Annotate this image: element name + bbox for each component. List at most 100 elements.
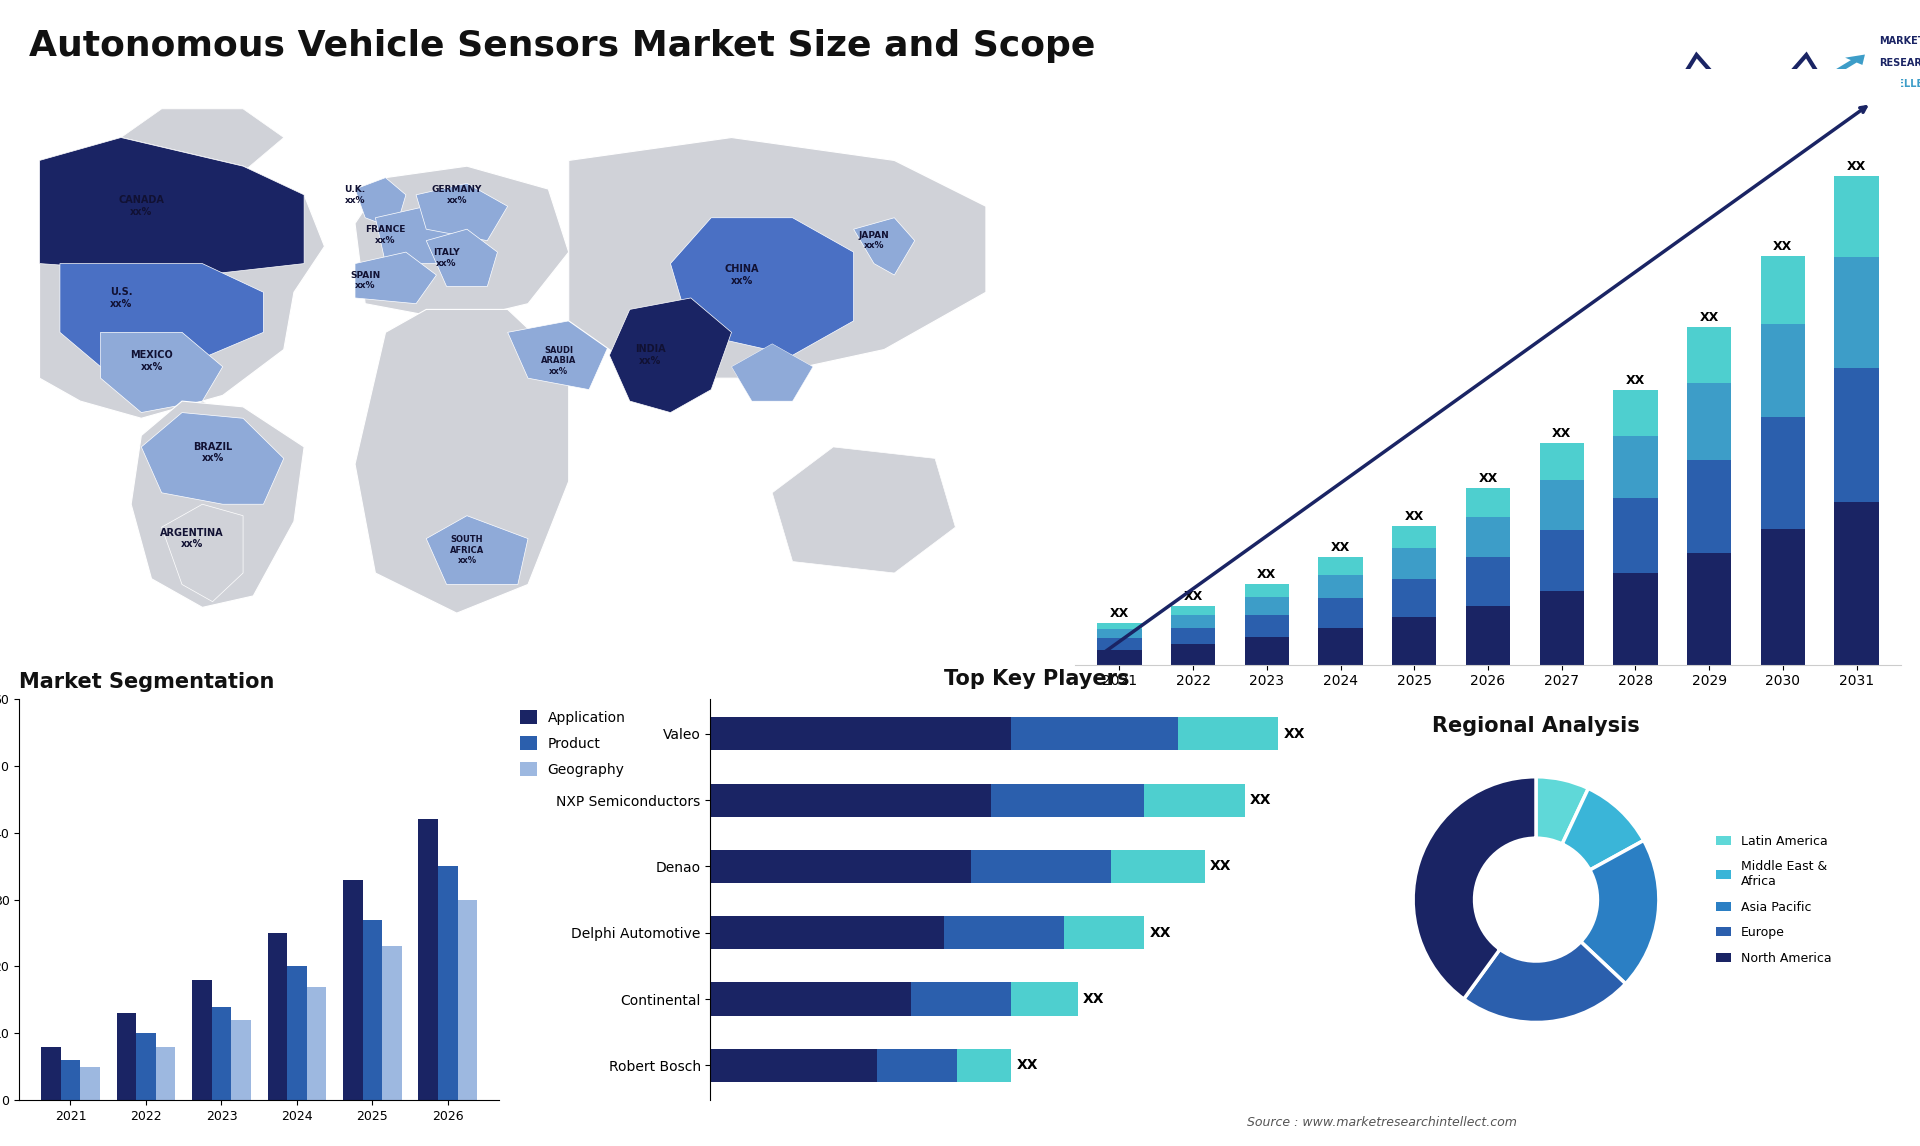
Text: XX: XX xyxy=(1478,472,1498,485)
Bar xyxy=(710,784,991,817)
Bar xyxy=(363,919,382,1100)
Bar xyxy=(1834,258,1878,368)
Polygon shape xyxy=(732,344,812,401)
Text: JAPAN
xx%: JAPAN xx% xyxy=(858,231,889,250)
Text: XX: XX xyxy=(1626,375,1645,387)
Wedge shape xyxy=(1536,777,1588,843)
Bar xyxy=(1834,502,1878,665)
Wedge shape xyxy=(1563,788,1644,870)
Text: XX: XX xyxy=(1250,793,1271,807)
Polygon shape xyxy=(568,138,987,378)
Bar xyxy=(1177,717,1279,751)
Text: GERMANY
xx%: GERMANY xx% xyxy=(432,186,482,204)
Bar xyxy=(1319,628,1363,665)
Text: XX: XX xyxy=(1210,860,1231,873)
Bar xyxy=(117,1013,136,1100)
Polygon shape xyxy=(121,109,284,172)
Bar xyxy=(307,987,326,1100)
Polygon shape xyxy=(142,413,284,504)
Bar xyxy=(1244,614,1288,637)
Bar xyxy=(877,1049,958,1082)
Bar xyxy=(1244,637,1288,665)
Bar xyxy=(1613,390,1657,435)
Text: SPAIN
xx%: SPAIN xx% xyxy=(349,272,380,290)
Text: XX: XX xyxy=(1258,567,1277,581)
Bar xyxy=(710,916,945,949)
Bar xyxy=(1244,583,1288,597)
Bar xyxy=(1465,605,1511,665)
Text: XX: XX xyxy=(1774,240,1793,253)
Bar xyxy=(1012,717,1177,751)
Bar xyxy=(710,717,1012,751)
Bar xyxy=(1761,256,1805,324)
Bar xyxy=(710,982,910,1015)
Bar xyxy=(1012,982,1077,1015)
Bar xyxy=(267,933,288,1100)
Polygon shape xyxy=(100,332,223,413)
Text: INTELLECT: INTELLECT xyxy=(1878,79,1920,89)
Bar xyxy=(910,982,1012,1015)
Polygon shape xyxy=(670,218,854,355)
Text: U.S.
xx%: U.S. xx% xyxy=(109,288,132,308)
Polygon shape xyxy=(40,138,303,275)
Bar xyxy=(1392,526,1436,548)
Bar xyxy=(211,1006,230,1100)
Text: SOUTH
AFRICA
xx%: SOUTH AFRICA xx% xyxy=(449,535,484,565)
Bar xyxy=(1465,487,1511,517)
Text: XX: XX xyxy=(1551,427,1571,440)
Bar xyxy=(1098,629,1142,638)
Polygon shape xyxy=(426,229,497,286)
Wedge shape xyxy=(1580,840,1659,983)
Bar xyxy=(1540,444,1584,480)
Bar xyxy=(1613,497,1657,573)
Title: Top Key Players: Top Key Players xyxy=(945,669,1129,689)
Text: INDIA
xx%: INDIA xx% xyxy=(636,345,666,366)
Text: XX: XX xyxy=(1183,590,1202,603)
Bar xyxy=(1688,552,1732,665)
Bar xyxy=(136,1034,156,1100)
Wedge shape xyxy=(1463,942,1626,1022)
Bar xyxy=(81,1067,100,1100)
Bar xyxy=(1171,644,1215,665)
Polygon shape xyxy=(173,401,223,435)
Bar xyxy=(1392,548,1436,579)
Bar xyxy=(1465,557,1511,605)
Text: FRANCE
xx%: FRANCE xx% xyxy=(365,226,405,244)
Text: MARKET: MARKET xyxy=(1878,37,1920,46)
Bar xyxy=(1392,618,1436,665)
Text: Market Segmentation: Market Segmentation xyxy=(19,672,275,692)
Polygon shape xyxy=(417,183,507,241)
Polygon shape xyxy=(355,166,568,321)
Bar xyxy=(192,980,211,1100)
Bar xyxy=(438,866,457,1100)
Text: XX: XX xyxy=(1110,607,1129,620)
Text: XX: XX xyxy=(1016,1059,1039,1073)
Wedge shape xyxy=(1413,777,1536,999)
Polygon shape xyxy=(376,206,467,264)
Bar xyxy=(1761,529,1805,665)
Bar xyxy=(1613,435,1657,497)
Bar xyxy=(945,916,1064,949)
Bar xyxy=(1761,324,1805,417)
Text: MEXICO
xx%: MEXICO xx% xyxy=(131,351,173,371)
Text: CANADA
xx%: CANADA xx% xyxy=(119,196,165,217)
Polygon shape xyxy=(40,138,324,418)
Bar xyxy=(230,1020,252,1100)
Polygon shape xyxy=(355,309,568,613)
Bar xyxy=(972,850,1112,884)
Bar xyxy=(1688,383,1732,460)
Legend: Application, Product, Geography: Application, Product, Geography xyxy=(516,706,630,780)
Bar xyxy=(710,850,972,884)
Bar xyxy=(1098,650,1142,665)
Bar xyxy=(1540,591,1584,665)
Polygon shape xyxy=(854,218,914,275)
Text: XX: XX xyxy=(1283,727,1306,740)
Text: Source : www.marketresearchintellect.com: Source : www.marketresearchintellect.com xyxy=(1248,1116,1517,1129)
Bar xyxy=(958,1049,1012,1082)
Text: SAUDI
ARABIA
xx%: SAUDI ARABIA xx% xyxy=(541,346,576,376)
Bar xyxy=(1144,784,1244,817)
Bar xyxy=(1392,579,1436,618)
Text: ITALY
xx%: ITALY xx% xyxy=(434,249,461,267)
Polygon shape xyxy=(161,504,244,602)
Text: XX: XX xyxy=(1847,160,1866,173)
